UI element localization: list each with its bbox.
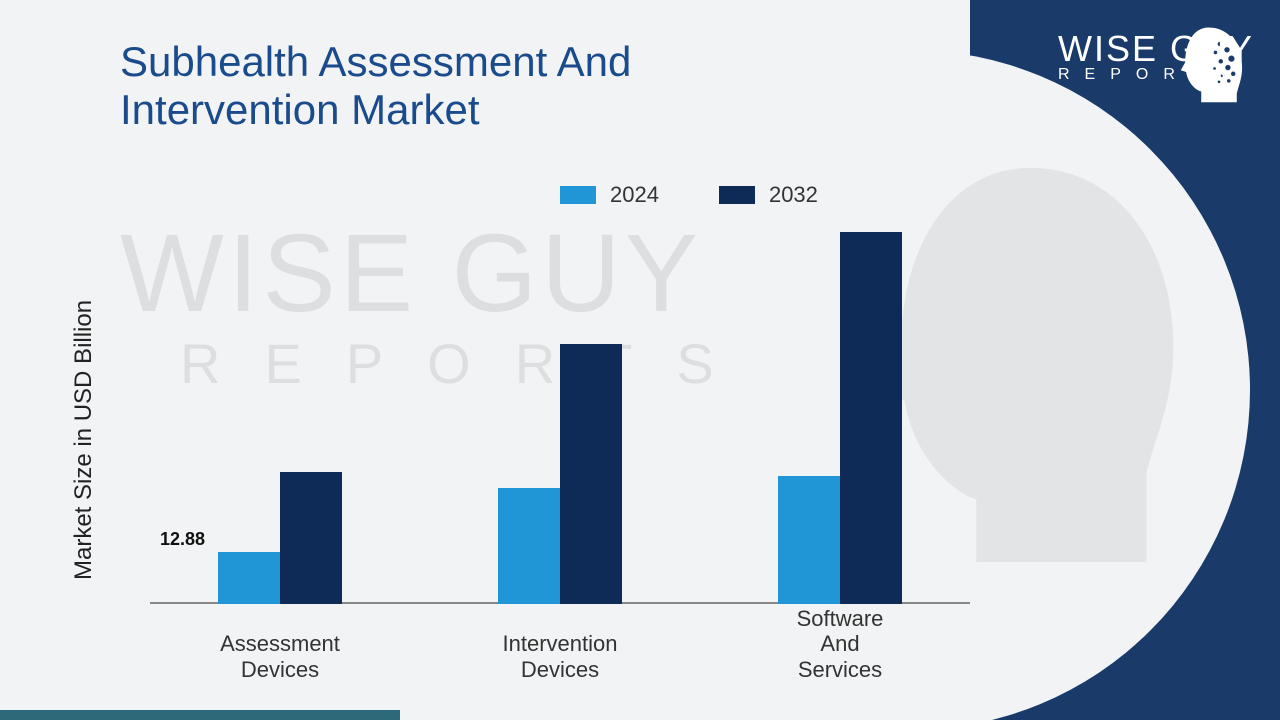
bar-series-a (778, 476, 840, 604)
x-axis-category-label: InterventionDevices (460, 631, 660, 682)
logo-line2: REPORTS (1058, 66, 1254, 84)
y-axis-label: Market Size in USD Billion (70, 300, 98, 580)
bar-series-a (498, 488, 560, 604)
bar-value-label: 12.88 (160, 529, 205, 550)
bar-series-b (840, 232, 902, 604)
x-axis-category-label: SoftwareAndServices (740, 606, 940, 682)
legend-swatch-2024 (560, 186, 596, 204)
right-panel (970, 0, 1280, 720)
bar-series-a (218, 552, 280, 604)
logo-line1: WISE GUY (1058, 28, 1254, 70)
bar-series-b (280, 472, 342, 604)
bar-series-b (560, 344, 622, 604)
legend-swatch-2032 (719, 186, 755, 204)
x-axis-category-label: AssessmentDevices (180, 631, 380, 682)
bottom-accent-strip (0, 710, 400, 720)
brand-logo: WISE GUY REPORTS (1058, 28, 1254, 84)
chart-title: Subhealth Assessment And Intervention Ma… (120, 38, 800, 135)
bar-chart: 12.88 (150, 204, 970, 604)
